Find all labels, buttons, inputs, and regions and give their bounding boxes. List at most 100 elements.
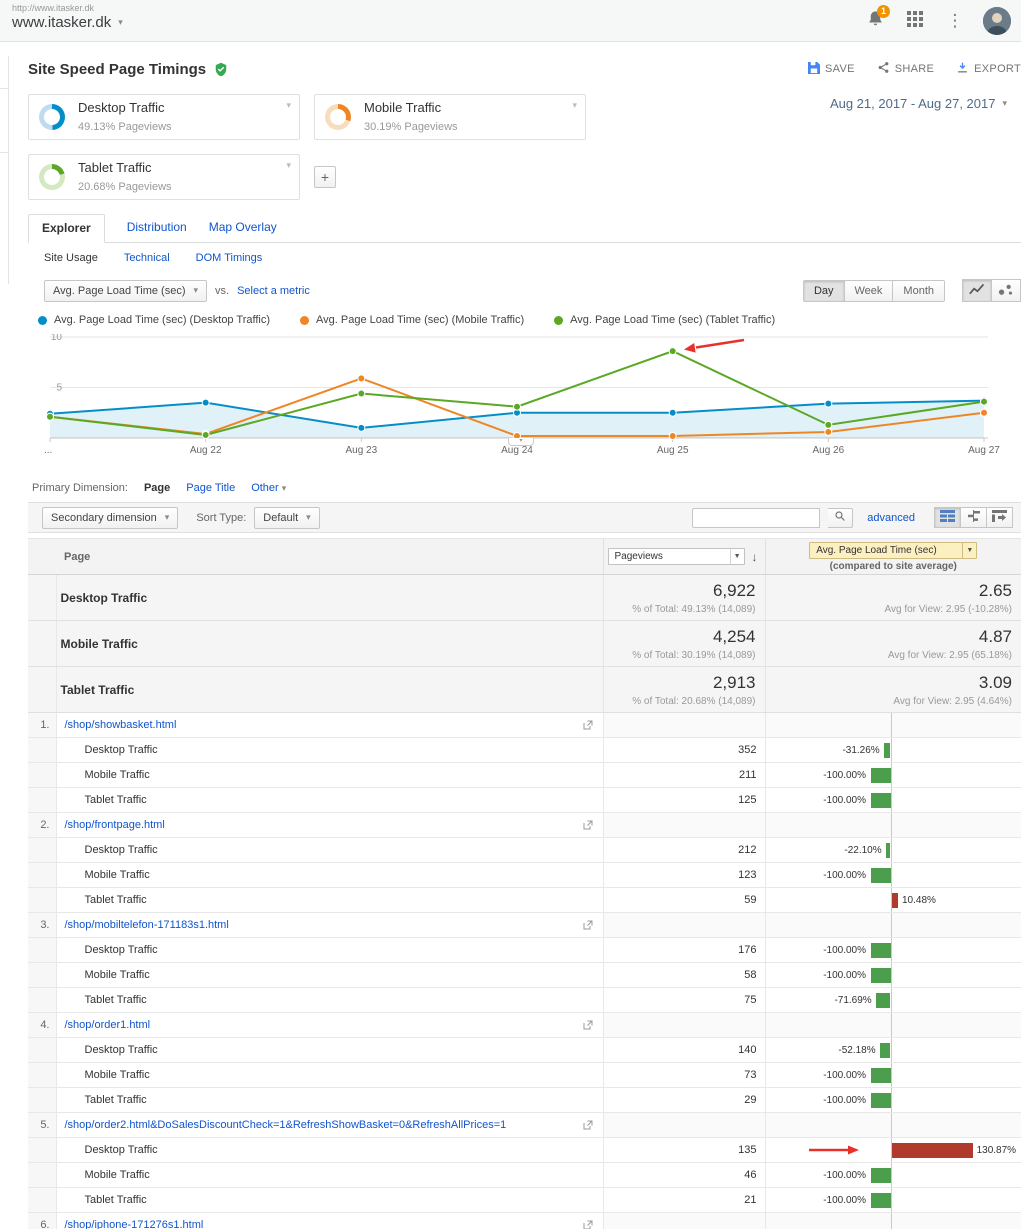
chart-point (668, 408, 677, 417)
segment-detail: 49.13% Pageviews (78, 121, 172, 133)
pivot-view-button[interactable] (986, 507, 1013, 528)
metric-selector[interactable]: Avg. Page Load Time (sec) ▾ (44, 279, 208, 302)
motion-chart-icon (998, 283, 1014, 299)
external-link-icon[interactable] (583, 820, 593, 833)
primary-dimension-page-title[interactable]: Page Title (186, 482, 236, 494)
account-picker[interactable]: www.itasker.dk ▾ (12, 14, 123, 31)
legend-item: Avg. Page Load Time (sec) (Tablet Traffi… (554, 314, 775, 326)
pageviews-column-select[interactable]: Pageviews ▼ (607, 548, 745, 565)
segment-card[interactable]: Mobile Traffic 30.19% Pageviews ▾ (314, 94, 586, 140)
select-metric-link[interactable]: Select a metric (237, 284, 310, 297)
chevron-down-icon[interactable]: ▾ (286, 100, 291, 110)
primary-dimension-page[interactable]: Page (143, 482, 171, 494)
legend-item: Avg. Page Load Time (sec) (Desktop Traff… (38, 314, 270, 326)
share-label: SHARE (894, 63, 935, 75)
tab-distribution[interactable]: Distribution (126, 220, 187, 234)
save-button[interactable]: SAVE (808, 61, 855, 77)
pageviews-value: 58 (602, 962, 765, 988)
notifications-button[interactable]: 1 (863, 5, 890, 33)
comparison-bar (870, 1193, 891, 1208)
tab-explorer[interactable]: Explorer (28, 214, 105, 243)
legend-label: Avg. Page Load Time (sec) (Tablet Traffi… (570, 314, 776, 326)
legend-item: Avg. Page Load Time (sec) (Mobile Traffi… (300, 314, 524, 326)
avatar[interactable] (983, 7, 1011, 35)
chevron-down-icon[interactable]: ▾ (572, 100, 577, 110)
granularity-week[interactable]: Week (843, 279, 894, 302)
sort-type-button[interactable]: Default ▾ (254, 506, 320, 529)
share-button[interactable]: SHARE (877, 61, 934, 77)
page-column-header[interactable]: Page (64, 550, 91, 563)
line-chart-button[interactable] (962, 279, 992, 302)
segment-row: Desktop Traffic 212 -22.10% (28, 837, 1021, 863)
pageviews-value: 211 (602, 762, 765, 788)
chevron-down-icon[interactable]: ▾ (286, 160, 291, 170)
x-axis-tick: Aug 24 (501, 445, 533, 456)
comparison-metric-label: Avg. Page Load Time (sec) (816, 545, 937, 556)
page-link[interactable]: /shop/frontpage.html (64, 819, 165, 831)
chart-point (201, 430, 210, 439)
tab-map-overlay[interactable]: Map Overlay (208, 220, 277, 234)
left-rail-divider (8, 56, 9, 284)
comparison-bar (876, 993, 891, 1008)
subtab-site-usage[interactable]: Site Usage (44, 252, 98, 264)
notification-badge: 1 (877, 5, 890, 18)
table-view-button[interactable] (934, 507, 961, 528)
advanced-link[interactable]: advanced (867, 511, 915, 524)
external-link-icon[interactable] (583, 1220, 593, 1229)
segment-label: Tablet Traffic (56, 987, 603, 1013)
external-link-icon[interactable] (583, 720, 593, 733)
summary-label: Mobile Traffic (56, 620, 603, 667)
share-icon (877, 61, 890, 77)
page-link[interactable]: /shop/order1.html (64, 1019, 151, 1031)
comparison-value: -100.00% (823, 795, 866, 806)
secondary-dimension-button[interactable]: Secondary dimension ▾ (42, 506, 179, 529)
pageviews-value: 73 (602, 1062, 765, 1088)
subtab-technical[interactable]: Technical (123, 252, 170, 264)
summary-pageviews: 6,922% of Total: 49.13% (14,089) (602, 574, 765, 621)
report-tabs: Explorer Distribution Map Overlay (28, 214, 1021, 243)
comparison-value: -71.69% (834, 995, 872, 1006)
motion-chart-button[interactable] (991, 279, 1021, 302)
segment-label: Mobile Traffic (56, 962, 603, 988)
date-range-picker[interactable]: Aug 21, 2017 - Aug 27, 2017 ▾ (830, 96, 1007, 111)
segment-cards: Desktop Traffic 49.13% Pageviews ▾ Mobile T… (28, 94, 628, 214)
segment-row: Mobile Traffic 73 -100.00% (28, 1062, 1021, 1088)
segment-card[interactable]: Desktop Traffic 49.13% Pageviews ▾ (28, 94, 300, 140)
external-link-icon[interactable] (583, 1020, 593, 1033)
external-link-icon[interactable] (583, 920, 593, 933)
external-link-icon[interactable] (583, 1120, 593, 1133)
chart-point (980, 408, 988, 417)
avatar-image (983, 7, 1011, 35)
apps-grid-button[interactable] (903, 9, 927, 33)
comparison-bar (891, 893, 898, 908)
add-segment-button[interactable]: + (314, 166, 336, 188)
segment-card[interactable]: Tablet Traffic 20.68% Pageviews ▾ (28, 154, 300, 200)
export-button[interactable]: EXPORT (956, 61, 1021, 77)
comparison-metric-select[interactable]: Avg. Page Load Time (sec) ▼ (809, 542, 978, 559)
left-rail-divider (0, 152, 8, 153)
page-link[interactable]: /shop/mobiltelefon-171183s1.html (64, 919, 229, 931)
granularity-day[interactable]: Day (802, 279, 845, 302)
table-search-input[interactable] (692, 507, 821, 528)
summary-row: Tablet Traffic 2,913% of Total: 20.68% (1… (28, 666, 1021, 713)
segment-label: Mobile Traffic (56, 862, 603, 888)
comparison-view-button[interactable] (960, 507, 987, 528)
chart-point (824, 427, 833, 436)
page-link[interactable]: /shop/showbasket.html (64, 719, 177, 731)
segment-label: Desktop Traffic (56, 1137, 603, 1163)
subtab-dom-timings[interactable]: DOM Timings (195, 252, 263, 264)
page-link[interactable]: /shop/order2.html&DoSalesDiscountCheck=1… (64, 1119, 507, 1131)
more-menu-button[interactable]: ⋮ (943, 9, 967, 33)
chart-collapse-handle[interactable]: ▾ (508, 438, 534, 446)
page-link[interactable]: /shop/iphone-171276s1.html (64, 1219, 204, 1229)
summary-metric: 4.87 Avg for View: 2.95 (65.18%) (764, 620, 1021, 667)
segment-detail: 30.19% Pageviews (364, 121, 458, 133)
granularity-month[interactable]: Month (892, 279, 945, 302)
chart-point (824, 420, 833, 429)
search-button[interactable] (828, 507, 854, 528)
comparison-bar (870, 943, 891, 958)
sort-descending-icon[interactable]: ↓ (751, 549, 758, 564)
chart-point (357, 423, 366, 432)
primary-dimension-other[interactable]: Other ▾ (251, 482, 286, 494)
legend-dot (38, 315, 47, 325)
